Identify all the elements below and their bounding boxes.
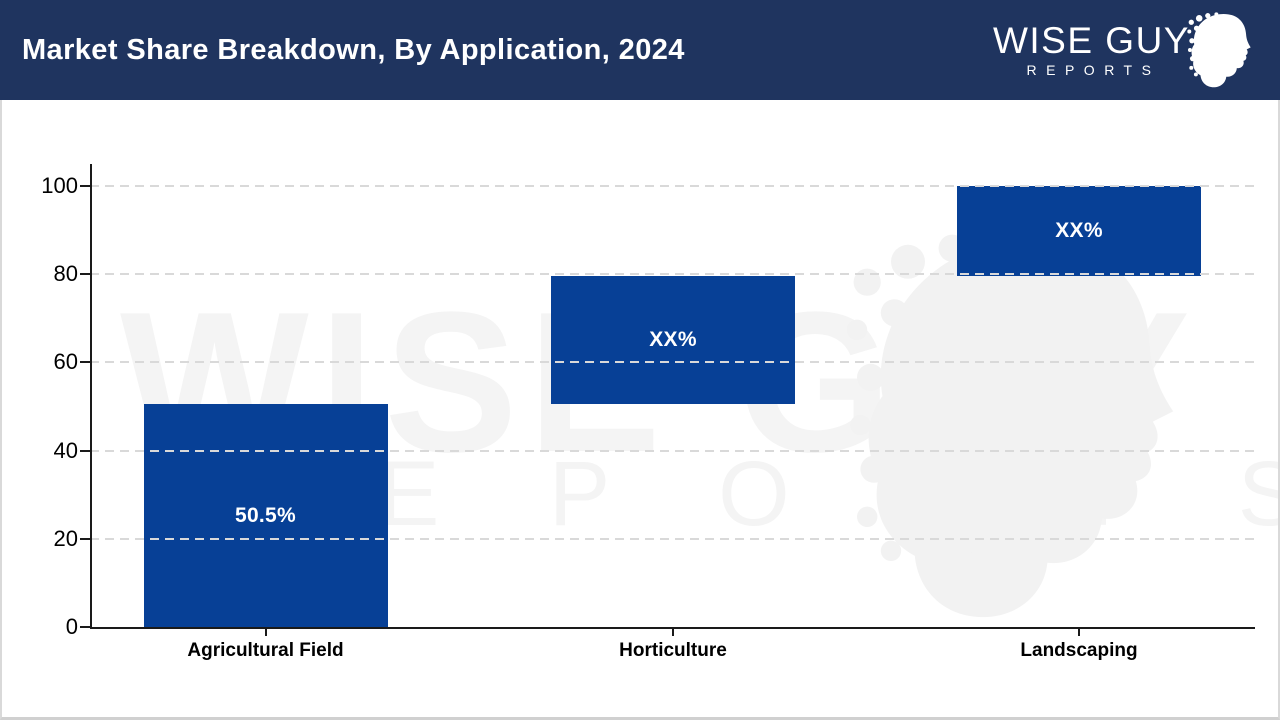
x-axis-spine: [90, 627, 1255, 629]
chart-title: Market Share Breakdown, By Application, …: [22, 33, 685, 66]
gridline-20: [90, 537, 1255, 540]
logo-face-icon: [1186, 10, 1252, 90]
bar-horticulture: XX%: [551, 276, 795, 405]
y-axis-tick-40: [80, 449, 90, 452]
y-axis-tick-0: [80, 626, 90, 628]
y-axis-label-0: 0: [65, 614, 78, 639]
gridline-40: [90, 449, 1255, 452]
x-axis-tick-horticulture: [672, 628, 674, 636]
x-axis-label-agricultural-field: Agricultural Field: [187, 640, 344, 661]
y-axis-label-20: 20: [53, 525, 78, 551]
y-axis-label-80: 80: [53, 261, 78, 287]
x-axis-label-horticulture: Horticulture: [619, 640, 727, 661]
x-axis-label-landscaping: Landscaping: [1020, 640, 1138, 661]
bar-value-label-agricultural-field: 50.5%: [234, 503, 297, 527]
x-axis-tick-agricultural-field: [264, 628, 267, 636]
y-axis-tick-80: [80, 273, 90, 276]
y-axis-tick-100: [80, 185, 90, 187]
logo-reports-text: REPORTS: [1026, 62, 1161, 78]
wise-guy-reports-logo: WISE GUY REPORTS: [993, 10, 1252, 90]
y-axis-label-100: 100: [41, 173, 78, 198]
bar-landscaping: XX%: [957, 186, 1201, 277]
gridline-60: [90, 361, 1255, 364]
bar-value-label-horticulture: XX%: [649, 328, 697, 352]
y-axis-label-40: 40: [53, 437, 78, 463]
bar-value-label-landscaping: XX%: [1055, 219, 1103, 243]
chart-area: WISE GUY R E P O R T S 02040608010050.5%…: [0, 100, 1280, 720]
y-axis-spine: [90, 163, 92, 629]
logo-name-text: WISE GUY: [992, 20, 1190, 61]
watermark-face-icon: [840, 220, 1180, 630]
gridline-100: [90, 185, 1255, 187]
x-axis-tick-landscaping: [1078, 628, 1080, 636]
y-axis-label-60: 60: [53, 349, 78, 375]
gridline-80: [90, 273, 1255, 276]
y-axis-tick-20: [80, 537, 90, 540]
bar-agricultural-field: 50.5%: [143, 404, 388, 627]
y-axis-tick-60: [80, 361, 90, 364]
header: Market Share Breakdown, By Application, …: [0, 0, 1280, 100]
logo-text: WISE GUY REPORTS: [993, 22, 1190, 78]
